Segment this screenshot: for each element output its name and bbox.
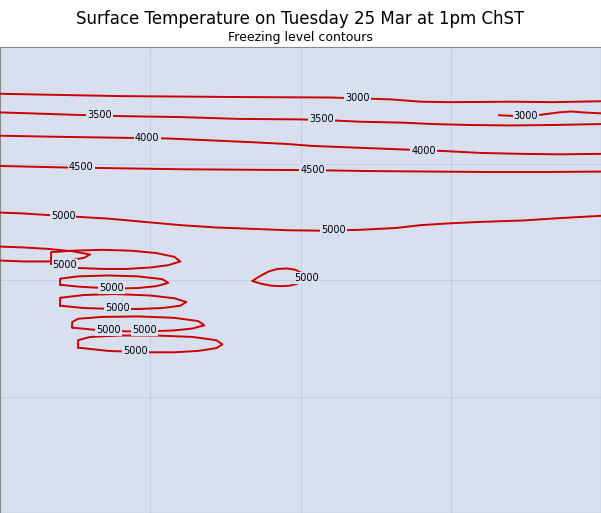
Text: 5000: 5000 xyxy=(105,303,129,313)
Text: 3500: 3500 xyxy=(310,114,334,124)
Text: 4500: 4500 xyxy=(69,163,93,172)
Text: Surface Temperature on Tuesday 25 Mar at 1pm ChST: Surface Temperature on Tuesday 25 Mar at… xyxy=(76,10,525,28)
Text: 3000: 3000 xyxy=(346,92,370,103)
Text: 5000: 5000 xyxy=(132,325,156,336)
Text: 5000: 5000 xyxy=(123,346,147,357)
Text: 5000: 5000 xyxy=(53,260,77,270)
Text: 5000: 5000 xyxy=(294,273,319,283)
Text: 4000: 4000 xyxy=(135,132,159,143)
Text: 3000: 3000 xyxy=(514,111,538,121)
Text: 3500: 3500 xyxy=(87,110,111,120)
Text: 5000: 5000 xyxy=(322,225,346,235)
Text: 5000: 5000 xyxy=(99,283,123,292)
Text: 4500: 4500 xyxy=(300,165,325,175)
Text: Freezing level contours: Freezing level contours xyxy=(228,31,373,44)
Text: 5000: 5000 xyxy=(96,325,120,336)
Text: 4000: 4000 xyxy=(412,146,436,155)
Text: 5000: 5000 xyxy=(51,211,75,221)
